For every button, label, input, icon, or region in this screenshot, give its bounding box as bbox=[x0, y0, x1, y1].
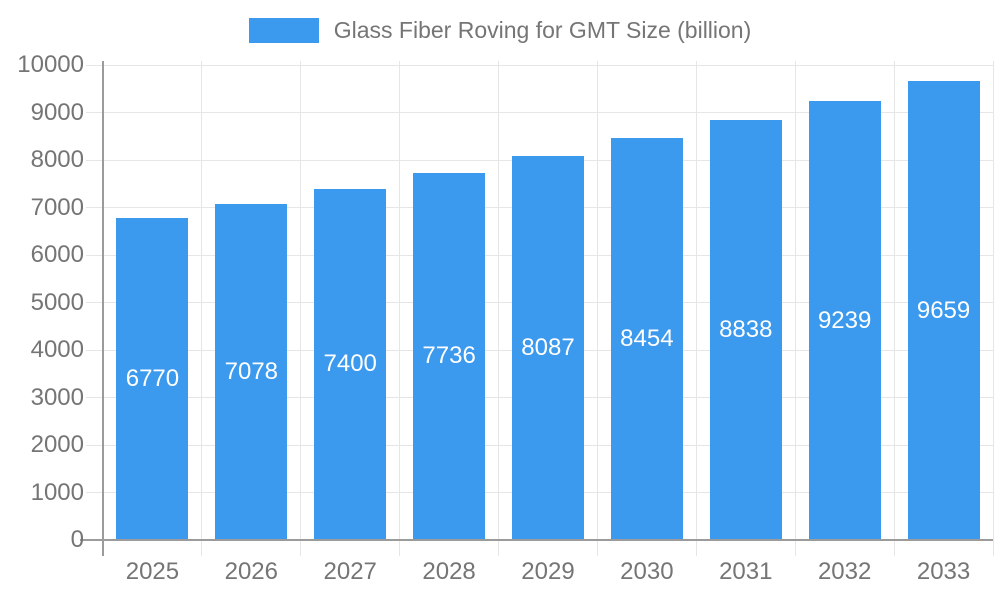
x-axis-tick-label: 2033 bbox=[916, 558, 971, 585]
x-axis-tick-label: 2031 bbox=[719, 558, 773, 585]
bar-value-label: 9239 bbox=[817, 306, 872, 334]
y-axis-line bbox=[102, 61, 104, 556]
bar-value-label: 7400 bbox=[323, 350, 377, 378]
y-axis-tick-label: 8000 bbox=[30, 146, 84, 173]
bar bbox=[512, 155, 584, 540]
bar bbox=[709, 120, 782, 540]
x-axis-tick-label: 2026 bbox=[224, 558, 278, 585]
grid-line-vertical bbox=[992, 61, 994, 556]
x-axis-tick-label: 2029 bbox=[521, 558, 575, 585]
bar bbox=[413, 172, 486, 540]
y-axis-tick-label: 5000 bbox=[30, 288, 84, 316]
grid-line-vertical bbox=[300, 61, 302, 556]
bar bbox=[808, 101, 881, 540]
x-axis-tick-label: 2025 bbox=[125, 558, 180, 585]
x-axis-tick-label: 2027 bbox=[323, 558, 377, 585]
bar-value-label: 9659 bbox=[916, 296, 971, 324]
legend-label: Glass Fiber Roving for GMT Size (billion… bbox=[333, 17, 752, 43]
bar-value-label: 8454 bbox=[620, 325, 674, 353]
grid-line-horizontal bbox=[86, 112, 993, 113]
x-axis-tick-label: 2032 bbox=[817, 558, 872, 585]
bar bbox=[907, 81, 980, 540]
grid-line-vertical bbox=[893, 61, 895, 556]
grid-line-vertical bbox=[201, 61, 203, 556]
x-axis-line bbox=[80, 539, 993, 541]
y-axis-tick-label: 1000 bbox=[30, 478, 84, 506]
y-axis-tick-label: 7000 bbox=[30, 193, 84, 221]
grid-line-horizontal bbox=[86, 64, 993, 66]
bar bbox=[314, 188, 387, 540]
bar bbox=[610, 138, 683, 540]
legend[interactable]: Glass Fiber Roving for GMT Size (billion… bbox=[0, 17, 1000, 44]
bar bbox=[116, 218, 189, 540]
y-axis-tick-label: 0 bbox=[70, 526, 84, 553]
bar-value-label: 7736 bbox=[422, 342, 476, 370]
y-axis-tick-label: 10000 bbox=[17, 51, 84, 78]
grid-line-vertical bbox=[596, 61, 598, 556]
grid-line-vertical bbox=[695, 61, 697, 556]
grid-line-vertical bbox=[794, 61, 796, 556]
grid-line-vertical bbox=[399, 61, 401, 556]
bar-value-label: 6770 bbox=[125, 365, 180, 393]
bar-value-label: 7078 bbox=[224, 357, 279, 385]
y-axis-tick-label: 2000 bbox=[30, 431, 84, 458]
bar-value-label: 8838 bbox=[719, 316, 773, 344]
y-axis-tick-label: 9000 bbox=[30, 98, 84, 126]
y-axis-tick-label: 4000 bbox=[30, 336, 84, 363]
y-axis-tick-label: 3000 bbox=[30, 383, 84, 411]
bar-value-label: 8087 bbox=[521, 333, 575, 361]
x-axis-tick-label: 2030 bbox=[620, 558, 674, 585]
y-axis-tick-label: 6000 bbox=[30, 241, 84, 268]
x-axis-tick-label: 2028 bbox=[422, 558, 476, 585]
legend-swatch-icon bbox=[248, 18, 319, 43]
bar bbox=[215, 203, 288, 540]
grid-line-vertical bbox=[498, 61, 500, 556]
